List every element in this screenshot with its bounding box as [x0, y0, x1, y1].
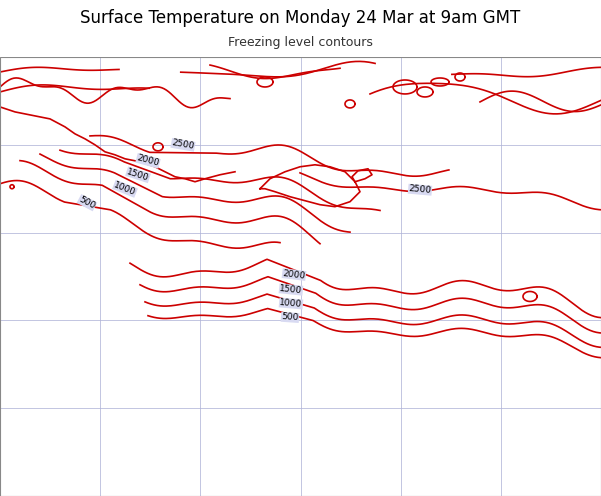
Text: 2000: 2000 — [136, 153, 160, 168]
Text: 1500: 1500 — [279, 284, 303, 295]
Text: 1500: 1500 — [126, 167, 150, 183]
Text: Surface Temperature on Monday 24 Mar at 9am GMT: Surface Temperature on Monday 24 Mar at … — [81, 9, 520, 27]
Text: 2500: 2500 — [408, 184, 432, 195]
Text: 500: 500 — [281, 312, 299, 322]
Text: 1000: 1000 — [112, 180, 138, 197]
Text: 2000: 2000 — [282, 269, 306, 280]
Text: Freezing level contours: Freezing level contours — [228, 36, 373, 49]
Text: 500: 500 — [78, 194, 97, 211]
Text: 1000: 1000 — [279, 298, 303, 309]
Text: 2500: 2500 — [171, 138, 195, 151]
